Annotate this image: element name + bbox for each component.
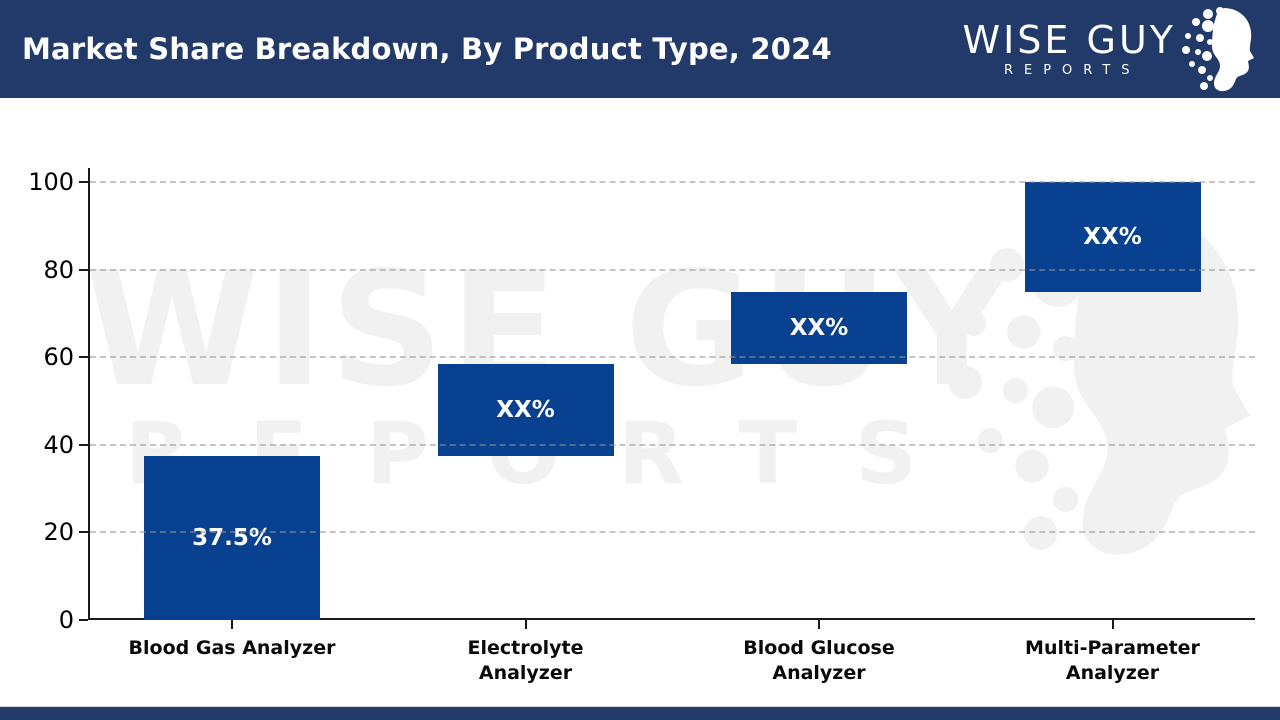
wiseguy-head-icon <box>1182 7 1254 92</box>
y-tick-label: 20 <box>43 518 74 547</box>
y-tick-mark <box>79 181 88 183</box>
x-category-label: Blood Gas Analyzer <box>128 637 336 659</box>
bar: XX% <box>731 291 907 364</box>
y-tick-mark <box>79 531 88 534</box>
x-tick-mark <box>524 620 527 629</box>
y-tick-mark <box>79 619 88 621</box>
x-category-label: Blood Glucose Analyzer <box>743 637 895 684</box>
gridline <box>90 181 1255 183</box>
bar-value-label: XX% <box>1083 223 1142 250</box>
x-tick-mark <box>1111 620 1114 629</box>
bar-value-label: XX% <box>789 314 849 341</box>
y-tick-label: 80 <box>43 255 74 284</box>
bar-value-label: 37.5% <box>192 524 272 551</box>
y-tick-label: 60 <box>43 343 74 372</box>
logo-wiseguy-text: WISE GUY <box>962 17 1176 62</box>
x-category-label: Electrolyte Analyzer <box>467 637 584 684</box>
bar: XX% <box>1024 182 1201 292</box>
bar-value-label: XX% <box>496 396 555 423</box>
header: Market Share Breakdown, By Product Type,… <box>0 0 1280 98</box>
y-tick-mark <box>79 443 88 446</box>
page-title: Market Share Breakdown, By Product Type,… <box>22 32 832 66</box>
gridline <box>90 356 1255 359</box>
y-tick-label: 40 <box>43 430 74 459</box>
gridline <box>90 268 1255 271</box>
y-tick-mark <box>79 268 88 271</box>
logo-reports-text: REPORTS <box>1003 62 1141 78</box>
gridline <box>90 443 1255 446</box>
wiseguy-logo: WISE GUY REPORTS <box>963 6 1254 92</box>
plot-area: 0 20 40 60 80 100 37.5% Blood Gas Analyzer XX% El… <box>28 168 1255 684</box>
chart-area: WISE GUY REPORTS 02040608010037.5%Blood … <box>0 98 1280 706</box>
logo-wordmark: WISE GUY REPORTS <box>963 21 1176 78</box>
bar: XX% <box>437 363 614 456</box>
x-tick-mark <box>818 620 820 629</box>
gridline <box>90 531 1255 534</box>
y-tick-label: 100 <box>28 168 74 196</box>
y-tick-mark <box>79 356 88 359</box>
x-category-label: Multi-Parameter Analyzer <box>1025 637 1200 684</box>
x-tick-mark <box>231 620 233 629</box>
bar: 37.5% <box>144 455 320 620</box>
y-tick-label: 0 <box>58 606 74 634</box>
footer-bar <box>0 706 1280 720</box>
